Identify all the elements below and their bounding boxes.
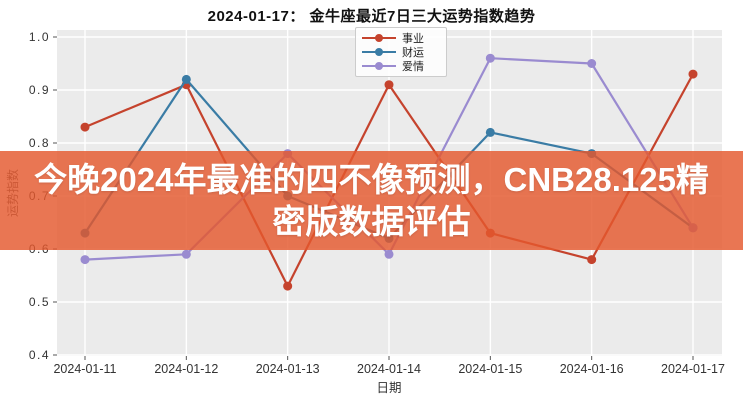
legend-label: 爱情: [402, 61, 424, 73]
data-point-事业: [688, 69, 698, 79]
data-point-爱情: [587, 59, 597, 68]
promo-banner-text: 今晚2024年最准的四不像预测，CNB28.125精密版数据评估: [34, 160, 709, 240]
legend-label: 事业: [402, 33, 424, 45]
x-tick-label: 2024-01-15: [458, 362, 522, 376]
x-tick-label: 2024-01-17: [661, 362, 725, 376]
data-point-财运: [181, 74, 191, 84]
y-tick-label: 1.0: [29, 30, 50, 44]
legend-marker-icon: [362, 61, 396, 71]
x-tick-label: 2024-01-14: [357, 362, 421, 376]
legend-entry: 爱情: [362, 59, 440, 73]
y-tick-label: 0.4: [29, 348, 50, 362]
data-point-爱情: [384, 249, 394, 259]
x-tick-label: 2024-01-12: [154, 362, 218, 376]
promo-banner-overlay: 今晚2024年最准的四不像预测，CNB28.125精密版数据评估: [0, 151, 743, 250]
legend-entry: 事业: [362, 31, 440, 45]
data-point-事业: [384, 80, 394, 90]
chart-legend: 事业 财运 爱情: [355, 27, 447, 77]
data-point-财运: [485, 127, 495, 137]
data-point-事业: [587, 255, 597, 265]
data-point-事业: [283, 281, 293, 291]
y-tick-label: 0.8: [29, 136, 50, 150]
x-tick-label: 2024-01-13: [256, 362, 320, 376]
x-tick-label: 2024-01-16: [560, 362, 624, 376]
data-point-爱情: [80, 255, 90, 265]
y-tick-label: 0.5: [29, 295, 50, 309]
legend-label: 财运: [402, 47, 424, 59]
x-tick-label: 2024-01-11: [53, 362, 116, 376]
x-axis-title: 日期: [376, 381, 401, 395]
legend-marker-icon: [362, 47, 396, 57]
legend-marker-icon: [362, 33, 396, 43]
y-tick-label: 0.9: [29, 83, 50, 97]
data-point-爱情: [181, 249, 191, 259]
chart-title: 2024-01-17： 金牛座最近7日三大运势指数趋势: [207, 8, 536, 25]
legend-entry: 财运: [362, 45, 440, 59]
data-point-爱情: [485, 53, 495, 63]
data-point-事业: [80, 122, 90, 132]
